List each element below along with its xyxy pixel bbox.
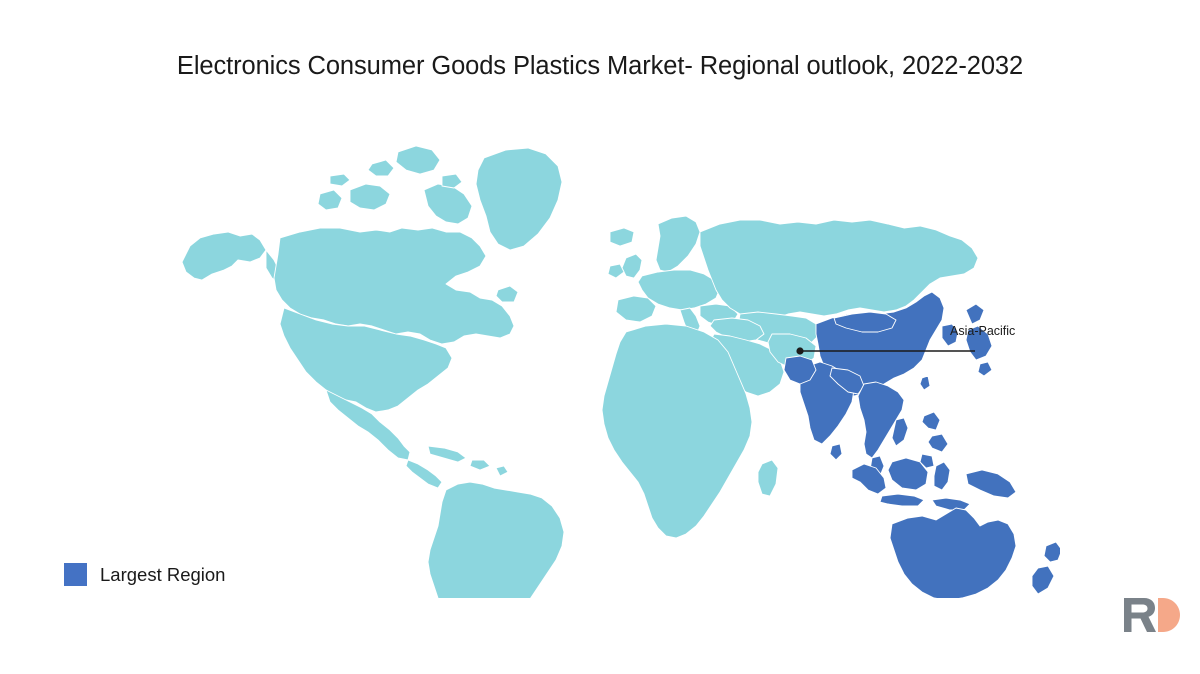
continent-africa[interactable] bbox=[601, 323, 753, 539]
base-regions bbox=[181, 145, 979, 598]
island-sulawesi[interactable] bbox=[933, 461, 951, 491]
country-new-zealand[interactable] bbox=[1031, 541, 1060, 595]
island-sumatra[interactable] bbox=[851, 463, 887, 495]
islands-lesser-sunda[interactable] bbox=[931, 497, 971, 511]
country-iceland[interactable] bbox=[609, 227, 635, 247]
island-arctic-small-2[interactable] bbox=[441, 173, 463, 189]
country-mexico[interactable] bbox=[325, 389, 411, 461]
region-indochina[interactable] bbox=[857, 381, 905, 459]
island-victoria[interactable] bbox=[349, 183, 391, 211]
region-scandinavia[interactable] bbox=[655, 215, 701, 273]
island-hispaniola[interactable] bbox=[469, 459, 491, 471]
annotation-label: Asia-Pacific bbox=[950, 324, 1016, 338]
country-korea[interactable] bbox=[941, 323, 959, 347]
country-alaska[interactable] bbox=[181, 231, 267, 281]
country-philippines[interactable] bbox=[919, 411, 949, 469]
region-western-europe[interactable] bbox=[637, 269, 721, 311]
island-ellesmere[interactable] bbox=[395, 145, 441, 175]
legend: Largest Region bbox=[64, 563, 225, 586]
island-arctic-small-3[interactable] bbox=[329, 173, 351, 187]
island-borneo[interactable] bbox=[887, 457, 929, 491]
country-pakistan[interactable] bbox=[783, 355, 817, 385]
country-japan[interactable] bbox=[965, 303, 993, 377]
legend-swatch-largest-region bbox=[64, 563, 87, 586]
country-mongolia[interactable] bbox=[833, 311, 897, 333]
highlighted-region-asia-pacific[interactable] bbox=[783, 291, 1060, 598]
country-ireland[interactable] bbox=[607, 263, 625, 279]
region-iberia[interactable] bbox=[615, 295, 657, 323]
region-turkey-caucasus[interactable] bbox=[709, 317, 765, 343]
country-russia[interactable] bbox=[699, 219, 979, 321]
island-banks[interactable] bbox=[317, 189, 343, 211]
island-caribbean-small[interactable] bbox=[495, 465, 509, 477]
world-map[interactable] bbox=[180, 128, 1060, 598]
brand-logo[interactable] bbox=[1118, 594, 1180, 636]
region-central-america[interactable] bbox=[405, 459, 443, 489]
country-usa[interactable] bbox=[279, 307, 453, 413]
country-vietnam[interactable] bbox=[891, 417, 909, 447]
country-taiwan[interactable] bbox=[919, 375, 931, 391]
country-sri-lanka[interactable] bbox=[829, 443, 843, 461]
continent-south-america[interactable] bbox=[427, 481, 565, 598]
island-baffin[interactable] bbox=[423, 183, 473, 225]
country-papua-new-guinea[interactable] bbox=[965, 469, 1017, 499]
country-madagascar[interactable] bbox=[757, 459, 779, 497]
country-greenland[interactable] bbox=[475, 147, 563, 251]
world-map-svg bbox=[181, 145, 1060, 598]
page-title: Electronics Consumer Goods Plastics Mark… bbox=[176, 52, 1024, 80]
legend-label-largest-region: Largest Region bbox=[100, 563, 226, 585]
island-newfoundland[interactable] bbox=[495, 285, 519, 303]
island-arctic-small-1[interactable] bbox=[367, 159, 395, 177]
island-java[interactable] bbox=[879, 493, 925, 507]
island-cuba[interactable] bbox=[427, 445, 467, 463]
country-uk[interactable] bbox=[621, 253, 643, 279]
logo-letter-r bbox=[1124, 598, 1156, 632]
country-canada[interactable] bbox=[273, 227, 515, 345]
region-nepal-bangladesh[interactable] bbox=[829, 367, 865, 395]
logo-accent-half-circle bbox=[1158, 598, 1180, 632]
country-australia[interactable] bbox=[889, 507, 1017, 598]
